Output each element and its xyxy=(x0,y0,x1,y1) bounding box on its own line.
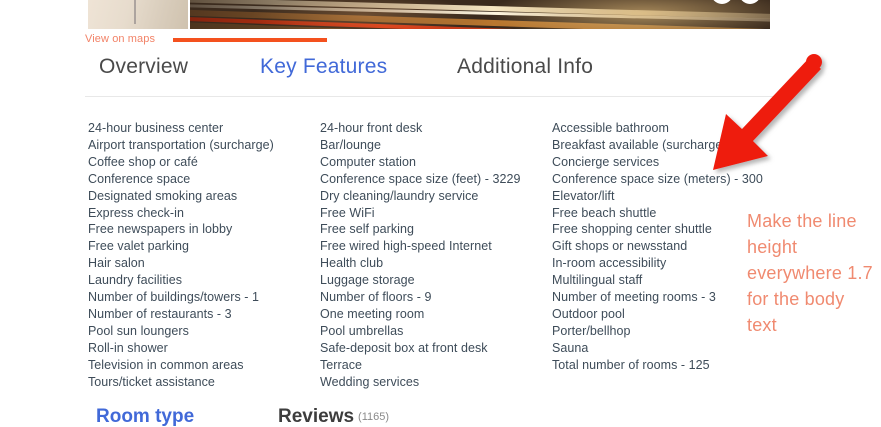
feature-item: Conference space size (meters) - 300 xyxy=(552,171,763,186)
key-features-list: 24-hour business center Airport transpor… xyxy=(88,120,788,391)
feature-item: Computer station xyxy=(320,154,416,169)
feature-item: Airport transportation (surcharge) xyxy=(88,137,274,152)
feature-item: Designated smoking areas xyxy=(88,188,238,203)
banner-glow-overlay xyxy=(190,0,770,29)
active-tab-underline xyxy=(173,38,327,42)
heading-reviews-label: Reviews xyxy=(278,406,355,427)
feature-item: Bar/lounge xyxy=(320,137,381,152)
feature-item: Elevator/lift xyxy=(552,188,615,203)
feature-item: Conference space xyxy=(88,171,191,186)
feature-item: Roll-in shower xyxy=(88,340,168,355)
features-column-1: 24-hour business center Airport transpor… xyxy=(88,120,320,391)
feature-item: Pool sun loungers xyxy=(88,323,189,338)
reviews-count: (1165) xyxy=(358,411,390,423)
feature-item: In-room accessibility xyxy=(552,256,667,271)
feature-item: Laundry facilities xyxy=(88,273,183,288)
tab-divider xyxy=(85,96,785,97)
feature-item: Wedding services xyxy=(320,374,420,389)
feature-item: Hair salon xyxy=(88,256,145,271)
feature-item: Sauna xyxy=(552,340,589,355)
feature-item: Free newspapers in lobby xyxy=(88,222,233,237)
feature-item: Free beach shuttle xyxy=(552,205,657,220)
feature-item: Safe-deposit box at front desk xyxy=(320,340,488,355)
feature-item: Breakfast available (surcharge) xyxy=(552,137,727,152)
feature-item: Free WiFi xyxy=(320,205,375,220)
feature-item: 24-hour business center xyxy=(88,121,224,135)
feature-item: Television in common areas xyxy=(88,357,244,372)
feature-item: Accessible bathroom xyxy=(552,121,669,135)
feature-item: Free self parking xyxy=(320,222,414,237)
feature-item: 24-hour front desk xyxy=(320,121,423,135)
feature-item: Number of restaurants - 3 xyxy=(88,306,232,321)
gallery-next-button[interactable] xyxy=(739,0,761,4)
feature-item: Concierge services xyxy=(552,154,660,169)
feature-item: Multilingual staff xyxy=(552,273,643,288)
feature-item: Free valet parking xyxy=(88,239,189,254)
feature-item: Number of floors - 9 xyxy=(320,290,432,305)
tab-additional-info[interactable]: Additional Info xyxy=(457,55,594,78)
bottom-section-headings: Room type Reviews (1165) xyxy=(88,406,788,427)
feature-item: Health club xyxy=(320,256,384,271)
feature-item: Pool umbrellas xyxy=(320,323,404,338)
feature-item: Dry cleaning/laundry service xyxy=(320,188,479,203)
photo-gallery-strip xyxy=(0,0,881,29)
gallery-prev-button[interactable] xyxy=(711,0,733,4)
feature-item: Luggage storage xyxy=(320,273,415,288)
feature-item: Gift shops or newsstand xyxy=(552,239,688,254)
feature-item: Free wired high-speed Internet xyxy=(320,239,492,254)
tab-overview[interactable]: Overview xyxy=(99,55,189,78)
tab-key-features[interactable]: Key Features xyxy=(260,55,388,78)
feature-item: One meeting room xyxy=(320,306,425,321)
features-column-3: Accessible bathroom Breakfast available … xyxy=(552,120,788,391)
features-column-2: 24-hour front desk Bar/lounge Computer s… xyxy=(320,120,552,391)
feature-item: Total number of rooms - 125 xyxy=(552,357,710,372)
tab-bar: Overview Key Features Additional Info xyxy=(85,55,785,103)
feature-item: Coffee shop or café xyxy=(88,154,198,169)
feature-item: Conference space size (feet) - 3229 xyxy=(320,171,521,186)
feature-item: Number of meeting rooms - 3 xyxy=(552,290,716,305)
feature-item: Outdoor pool xyxy=(552,306,625,321)
gallery-banner-image[interactable] xyxy=(190,0,770,29)
annotation-text: Make the line height everywhere 1.7 for … xyxy=(747,211,873,335)
gallery-thumbnail[interactable] xyxy=(88,0,188,29)
view-on-maps-link[interactable]: View on maps xyxy=(85,33,156,45)
feature-item: Free shopping center shuttle xyxy=(552,222,712,237)
heading-reviews: Reviews (1165) xyxy=(278,406,389,427)
feature-item: Express check-in xyxy=(88,205,184,220)
feature-item: Tours/ticket assistance xyxy=(88,374,215,389)
feature-item: Terrace xyxy=(320,357,363,372)
feature-item: Number of buildings/towers - 1 xyxy=(88,290,260,305)
heading-room-type[interactable]: Room type xyxy=(96,406,195,427)
feature-item: Porter/bellhop xyxy=(552,323,631,338)
